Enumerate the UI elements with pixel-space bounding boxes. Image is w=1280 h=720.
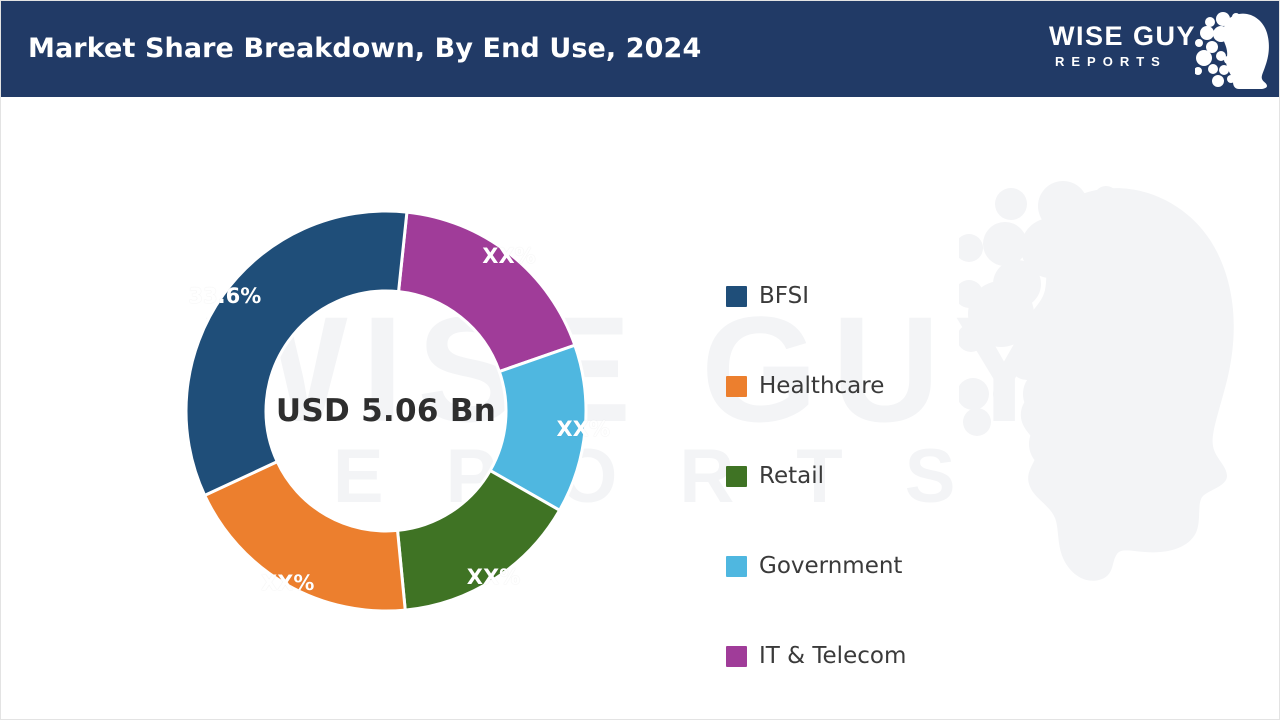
legend-label-1: Healthcare — [759, 373, 885, 399]
legend-item-1[interactable]: Healthcare — [726, 341, 1056, 431]
legend-item-3[interactable]: Government — [726, 521, 1056, 611]
header-bar: Market Share Breakdown, By End Use, 2024… — [1, 1, 1279, 97]
logo-text-wise-guy: WISE GUY — [1049, 21, 1197, 51]
legend-swatch-icon-4 — [726, 645, 747, 667]
donut-slices — [184, 209, 588, 613]
legend-label-3: Government — [759, 553, 903, 579]
slice-label-bfsi: 33.6% — [188, 283, 262, 308]
logo-head-icon — [1194, 9, 1273, 93]
slice-label-government: XX% — [556, 417, 610, 442]
chart-legend: BFSI Healthcare Retail Government IT & T… — [726, 251, 1056, 701]
donut-slice-it-telecom[interactable] — [396, 210, 577, 374]
slice-label-retail: XX% — [466, 565, 521, 590]
legend-swatch-icon-0 — [726, 285, 747, 307]
logo-text-reports: REPORTS — [1055, 54, 1167, 69]
legend-swatch-icon-1 — [726, 375, 747, 397]
donut-center-value: USD 5.06 Bn — [275, 393, 497, 429]
legend-item-4[interactable]: IT & Telecom — [726, 611, 1056, 701]
legend-item-0[interactable]: BFSI — [726, 251, 1056, 341]
donut-chart: USD 5.06 Bn XX% XX% XX% XX% 33.6% — [81, 106, 691, 716]
donut-svg — [184, 209, 588, 613]
page-title: Market Share Breakdown, By End Use, 2024 — [28, 33, 702, 64]
legend-label-0: BFSI — [759, 283, 809, 309]
legend-swatch-icon-2 — [726, 465, 747, 487]
legend-label-2: Retail — [759, 463, 824, 489]
legend-swatch-icon-3 — [726, 555, 747, 577]
legend-label-4: IT & Telecom — [759, 643, 907, 669]
slice-label-healthcare: XX% — [261, 570, 315, 595]
brand-logo[interactable]: WISE GUY REPORTS — [1043, 7, 1273, 91]
legend-item-2[interactable]: Retail — [726, 431, 1056, 521]
slice-label-it-telecom: XX% — [482, 243, 536, 268]
donut-slice-bfsi[interactable] — [184, 209, 409, 498]
